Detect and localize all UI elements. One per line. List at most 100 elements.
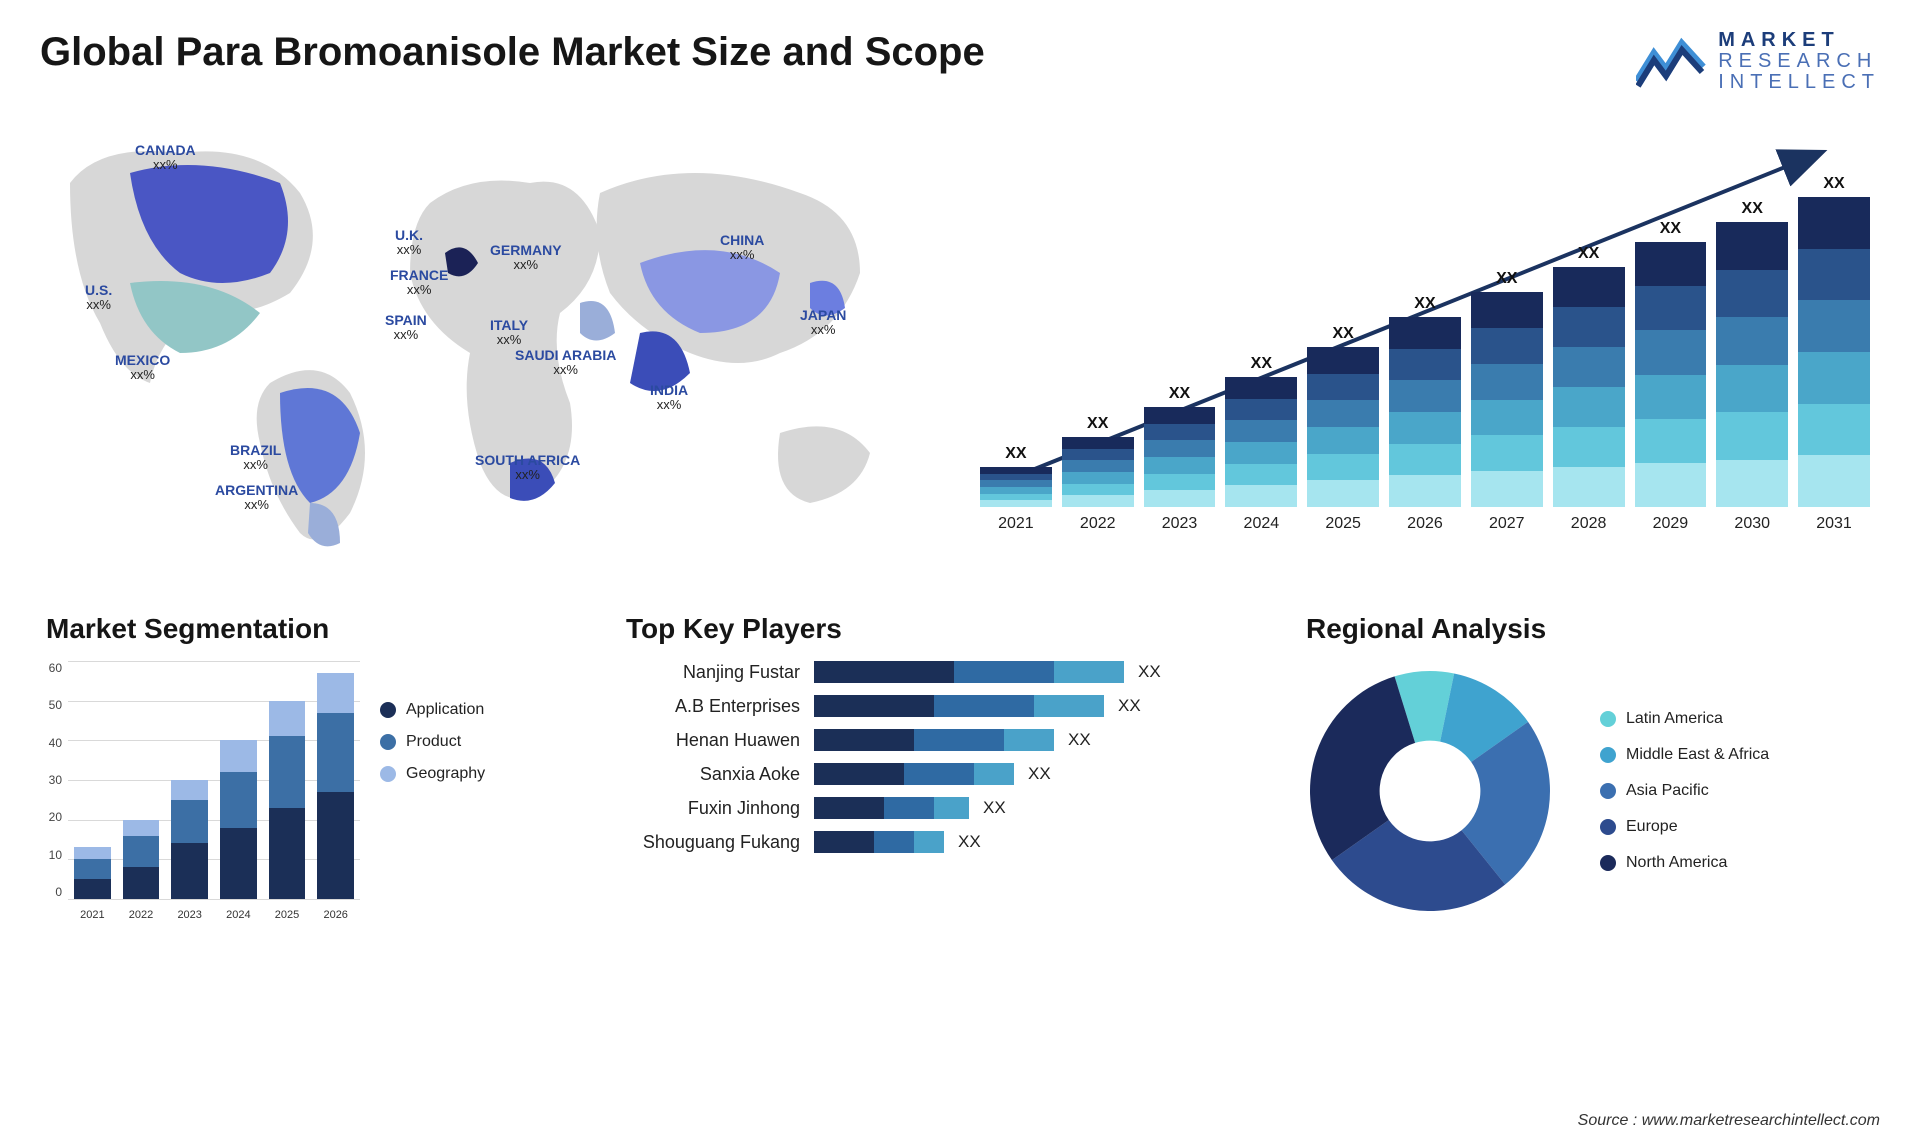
regional-panel: Regional Analysis Latin America Middle Ea… [1300, 613, 1880, 921]
seg-x-label: 2023 [171, 909, 208, 921]
seg-y-tick: 20 [40, 810, 62, 824]
player-name: Sanxia Aoke [620, 764, 800, 785]
country-label: CHINAxx% [720, 233, 764, 263]
player-row: Henan HuawenXX [620, 729, 1260, 751]
growth-year-label: 2022 [1080, 515, 1116, 533]
seg-y-tick: 10 [40, 848, 62, 862]
country-name: SAUDI ARABIA [515, 348, 616, 363]
seg-y-tick: 30 [40, 773, 62, 787]
legend-swatch [1600, 783, 1616, 799]
world-map-panel: CANADAxx%U.S.xx%MEXICOxx%BRAZILxx%ARGENT… [40, 123, 910, 563]
legend-label: Europe [1626, 818, 1678, 836]
legend-label: Geography [406, 765, 485, 783]
legend-item: North America [1600, 854, 1769, 872]
country-value: xx% [230, 458, 281, 472]
country-name: SOUTH AFRICA [475, 453, 580, 468]
country-label: SOUTH AFRICAxx% [475, 453, 580, 483]
legend-item: Asia Pacific [1600, 782, 1769, 800]
growth-bar-value: XX [1823, 175, 1844, 193]
country-name: U.K. [395, 228, 423, 243]
player-name: Henan Huawen [620, 730, 800, 751]
country-name: BRAZIL [230, 443, 281, 458]
legend-label: North America [1626, 854, 1727, 872]
growth-year-label: 2029 [1653, 515, 1689, 533]
seg-y-tick: 40 [40, 736, 62, 750]
legend-item: Latin America [1600, 710, 1769, 728]
seg-x-label: 2025 [269, 909, 306, 921]
growth-bar-value: XX [1660, 220, 1681, 238]
country-name: GERMANY [490, 243, 562, 258]
player-value: XX [1138, 662, 1161, 682]
growth-bar: XX 2029 [1635, 220, 1707, 533]
country-label: U.K.xx% [395, 228, 423, 258]
growth-bar-value: XX [1332, 325, 1353, 343]
legend-swatch [380, 734, 396, 750]
player-row: Sanxia AokeXX [620, 763, 1260, 785]
source-citation: Source : www.marketresearchintellect.com [1578, 1112, 1880, 1130]
legend-label: Application [406, 701, 484, 719]
growth-year-label: 2023 [1162, 515, 1198, 533]
header: Global Para Bromoanisole Market Size and… [40, 30, 1880, 93]
country-value: xx% [490, 258, 562, 272]
seg-bar [74, 847, 111, 899]
country-value: xx% [490, 333, 528, 347]
legend-label: Middle East & Africa [1626, 746, 1769, 764]
legend-swatch [1600, 819, 1616, 835]
country-name: CHINA [720, 233, 764, 248]
country-value: xx% [650, 398, 688, 412]
legend-swatch [380, 702, 396, 718]
players-panel: Top Key Players Nanjing Fustar XX A.B Ente… [620, 613, 1260, 921]
logo-line1: MARKET [1718, 30, 1880, 51]
country-name: MEXICO [115, 353, 170, 368]
growth-bar: XX 2031 [1798, 175, 1870, 533]
player-bar [814, 661, 1124, 683]
country-label: CANADAxx% [135, 143, 196, 173]
regional-title: Regional Analysis [1306, 613, 1880, 645]
player-bar [814, 729, 1054, 751]
legend-swatch [380, 766, 396, 782]
country-value: xx% [475, 468, 580, 482]
growth-bar: XX2026 [1389, 295, 1461, 533]
growth-bar-value: XX [1742, 200, 1763, 218]
growth-year-label: 2027 [1489, 515, 1525, 533]
country-value: xx% [515, 363, 616, 377]
growth-year-label: 2024 [1244, 515, 1280, 533]
country-value: xx% [385, 328, 427, 342]
regional-legend: Latin America Middle East & Africa Asia Pa… [1600, 710, 1769, 872]
country-name: SPAIN [385, 313, 427, 328]
country-name: ITALY [490, 318, 528, 333]
player-bar [814, 831, 944, 853]
legend-label: Latin America [1626, 710, 1723, 728]
country-value: xx% [135, 158, 196, 172]
growth-bar-value: XX [1496, 270, 1517, 288]
player-name: Nanjing Fustar [620, 662, 800, 683]
seg-x-label: 2022 [123, 909, 160, 921]
seg-y-tick: 60 [40, 661, 62, 675]
growth-bar-value: XX [1087, 415, 1108, 433]
country-value: xx% [85, 298, 112, 312]
player-row: A.B EnterprisesXX [620, 695, 1260, 717]
country-name: CANADA [135, 143, 196, 158]
country-value: xx% [390, 283, 448, 297]
country-label: MEXICOxx% [115, 353, 170, 383]
country-label: INDIAxx% [650, 383, 688, 413]
growth-year-label: 2030 [1734, 515, 1770, 533]
segmentation-panel: Market Segmentation 6050403020100 202120… [40, 613, 580, 921]
legend-item: Geography [380, 765, 485, 783]
seg-x-label: 2024 [220, 909, 257, 921]
growth-year-label: 2031 [1816, 515, 1852, 533]
country-name: JAPAN [800, 308, 846, 323]
seg-x-label: 2026 [317, 909, 354, 921]
seg-y-tick: 50 [40, 698, 62, 712]
players-title: Top Key Players [626, 613, 1260, 645]
logo-line3: INTELLECT [1718, 72, 1880, 93]
growth-bar: XX2021 [980, 445, 1052, 533]
source-label: Source : [1578, 1112, 1638, 1129]
country-label: SPAINxx% [385, 313, 427, 343]
player-bar [814, 763, 1014, 785]
growth-year-label: 2026 [1407, 515, 1443, 533]
country-name: FRANCE [390, 268, 448, 283]
player-row: Shouguang FukangXX [620, 831, 1260, 853]
country-label: ITALYxx% [490, 318, 528, 348]
segmentation-chart: 6050403020100 202120222023202420252026 [40, 661, 360, 921]
